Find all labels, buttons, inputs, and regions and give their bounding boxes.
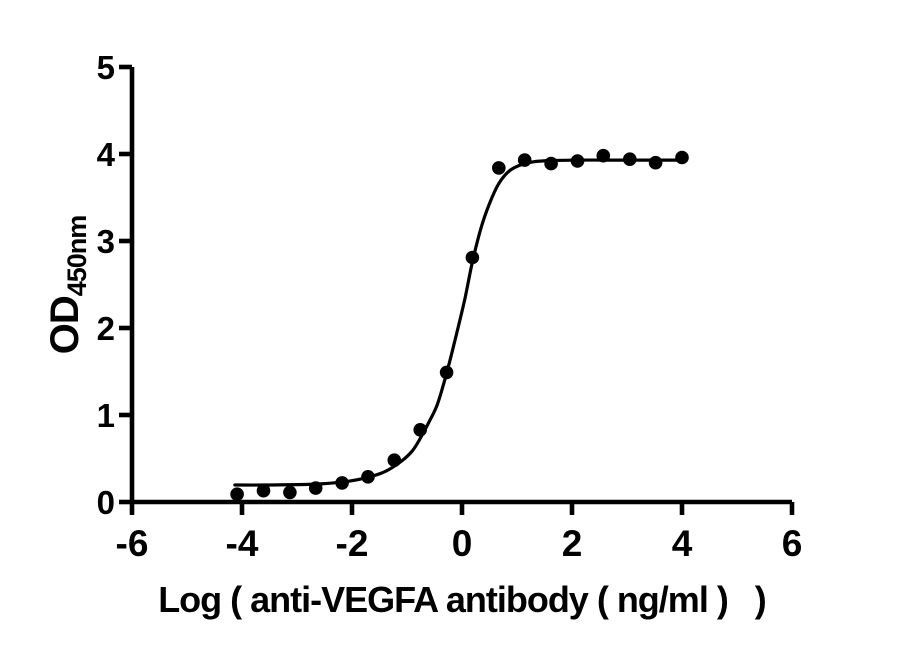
x-axis-title: Log ( anti-VEGFA antibody ( ng/ml ) ) <box>158 579 766 620</box>
data-point <box>544 156 558 171</box>
y-axis-title-main: OD <box>43 296 87 354</box>
data-point <box>675 150 689 165</box>
x-tick-label: -6 <box>116 523 149 564</box>
data-point <box>492 161 506 175</box>
data-point <box>308 481 323 495</box>
axes-layer <box>119 64 795 515</box>
y-tick-label: 1 <box>97 397 115 434</box>
y-axis-title: OD450nm <box>43 216 92 355</box>
data-point <box>596 148 611 163</box>
x-tick-label: 4 <box>672 523 693 564</box>
data-point <box>439 365 454 380</box>
data-point <box>335 476 349 490</box>
y-tick-label: 4 <box>97 136 116 173</box>
y-tick-label: 0 <box>97 484 115 521</box>
x-tick-label: 0 <box>452 523 473 564</box>
x-tick-label: -2 <box>336 523 369 564</box>
data-point <box>465 250 480 265</box>
data-point <box>517 153 532 167</box>
data-point <box>230 487 244 502</box>
data-point <box>570 154 585 168</box>
x-tick-label: 6 <box>782 523 803 564</box>
y-tick-label: 2 <box>97 310 115 347</box>
x-tick-label: -4 <box>226 523 259 564</box>
data-point <box>648 155 663 170</box>
fit-curve-line <box>233 158 684 487</box>
data-point <box>413 423 428 437</box>
data-point <box>283 485 297 500</box>
y-tick-label: 3 <box>97 223 115 260</box>
x-tick-label: 2 <box>562 523 583 564</box>
y-tick-label: 5 <box>97 49 115 86</box>
tick-label-layer: -6 -4 -2 0 2 4 6 0 1 2 3 4 5 <box>97 49 803 564</box>
data-point <box>361 470 375 484</box>
data-point <box>387 453 402 468</box>
plot-layer <box>230 148 689 502</box>
data-point <box>256 483 271 498</box>
data-point <box>623 152 637 166</box>
y-axis-title-subscript: 450nm <box>62 216 92 297</box>
